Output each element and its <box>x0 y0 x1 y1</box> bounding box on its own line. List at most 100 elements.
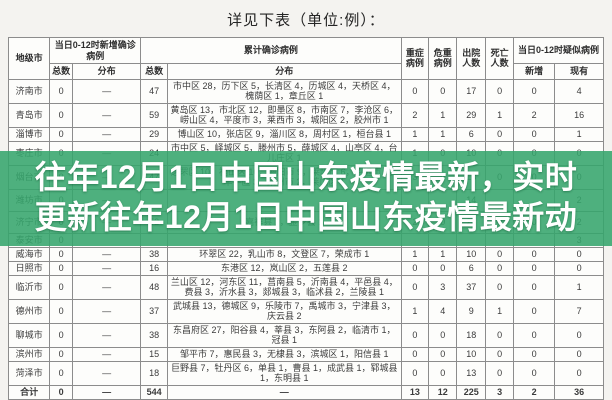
table-row-heze: 菏泽市 0—18 巨野县 7，牡丹区 6，单县 1，曹县 1，成武县 1，郓城县 1… <box>7 360 604 386</box>
cell-critical: 4 <box>428 298 458 324</box>
cell-critical: 1 <box>428 246 458 262</box>
cell-suspect-new: 0 <box>513 126 556 142</box>
cell-discharged: 6 <box>456 126 487 142</box>
cell-deaths: 3 <box>485 384 515 400</box>
col-header-new-group: 当日0-12时新增确诊病例 <box>49 37 142 64</box>
cell-discharged: 17 <box>456 78 487 104</box>
green-highlight-band <box>0 151 612 246</box>
cell-city: 聊城市 <box>7 322 51 348</box>
cell-cum-dist: 巨野县 7，牡丹区 6，单县 1，曹县 1，成武县 1，郓城县 1，东明县 1 <box>167 360 402 386</box>
cell-suspect-current: 1 <box>554 274 604 300</box>
cell-suspect-current: 4 <box>554 78 604 104</box>
cell-cum-total: 47 <box>140 78 169 104</box>
cell-new-dist: — <box>72 322 142 348</box>
cell-new-dist: — <box>72 78 142 104</box>
cell-severe: 0 <box>400 274 430 300</box>
cell-suspect-current: 36 <box>554 384 604 400</box>
cell-discharged: 6 <box>456 260 487 276</box>
cell-severe: 1 <box>400 246 430 262</box>
cell-city: 济南市 <box>7 78 51 104</box>
cell-discharged: 37 <box>456 274 487 300</box>
cell-severe: 2 <box>400 102 430 128</box>
cell-cum-dist: 环翠区 22，乳山市 8，文登区 7，荣成市 1 <box>167 246 402 262</box>
cell-cum-total: 48 <box>140 274 169 300</box>
cell-severe: 13 <box>400 384 430 400</box>
col-header-new-total: 总数 <box>49 63 74 80</box>
table-row-linyi: 临沂市 0—48 兰山区 12，河东区 11，莒南县 5，沂南县 4，平邑县 4，费… <box>7 274 604 300</box>
cell-critical: 12 <box>428 384 458 400</box>
cell-cum-dist: — <box>167 384 402 400</box>
col-header-city: 地级市 <box>7 37 51 80</box>
watermark-headline: 往年12月1日中国山东疫情最新，实时 更新往年12月1日中国山东疫情最新动 <box>0 157 612 237</box>
col-header-cum-total: 总数 <box>140 63 169 80</box>
cell-discharged: 13 <box>456 360 487 386</box>
cell-severe: 1 <box>400 126 430 142</box>
cell-suspect-new: 0 <box>513 360 556 386</box>
col-header-cum-group: 累计确诊病例 <box>140 37 402 64</box>
cell-suspect-current: 1 <box>554 126 604 142</box>
cell-cum-total: 544 <box>140 384 169 400</box>
table-row-jinan: 济南市 0 —47 市中区 28，历下区 5，长清区 4，历城区 4，天桥区 4，槐荫… <box>7 78 604 104</box>
table-row-binzhou: 滨州市 0—15 邹平市 7，惠民县 3，无棣县 3，滨城区 1，阳信县 1 0 0 10… <box>7 346 604 362</box>
cell-suspect-current: 0 <box>554 260 604 276</box>
cell-severe: 0 <box>400 346 430 362</box>
cell-new-dist: — <box>72 246 142 262</box>
cell-new-total: 0 <box>49 298 74 324</box>
cell-new-total: 0 <box>49 274 74 300</box>
cell-cum-total: 15 <box>140 346 169 362</box>
cell-discharged: 9 <box>456 298 487 324</box>
cell-city: 合计 <box>7 384 51 400</box>
table-row-total: 合计 0—544—13 12 225 3 2 36 <box>7 384 604 400</box>
cell-critical: 3 <box>428 274 458 300</box>
cell-city: 菏泽市 <box>7 360 51 386</box>
cell-severe: 0 <box>400 322 430 348</box>
col-header-new-dist: 分布 <box>72 63 142 80</box>
cell-suspect-current: 16 <box>554 102 604 128</box>
cell-discharged: 10 <box>456 346 487 362</box>
col-header-critical: 危重病例 <box>428 37 458 80</box>
cell-city: 德州市 <box>7 298 51 324</box>
cell-suspect-current: 7 <box>554 298 604 324</box>
cell-suspect-new: 2 <box>513 384 556 400</box>
table-header: 地级市 当日0-12时新增确诊病例 累计确诊病例 重症病例 危重病例 出院人数 … <box>7 37 604 80</box>
cell-new-total: 0 <box>49 384 74 400</box>
col-header-suspect-current: 现有 <box>554 63 604 80</box>
cell-new-total: 0 <box>49 102 74 128</box>
cell-deaths: 0 <box>485 260 515 276</box>
cell-cum-dist: 市中区 28，历下区 5，长清区 4，历城区 4，天桥区 4，槐荫区 1，章丘区… <box>167 78 402 104</box>
cell-discharged: 18 <box>456 322 487 348</box>
cell-cum-dist: 兰山区 12，河东区 11，莒南县 5，沂南县 4，平邑县 4，费县 3，沂水县… <box>167 274 402 300</box>
cell-cum-total: 38 <box>140 322 169 348</box>
cell-new-total: 0 <box>49 246 74 262</box>
col-header-severe: 重症病例 <box>400 37 430 80</box>
cell-cum-dist: 东昌府区 27，阳谷县 4，莘县 3，东阿县 2，临清市 1，冠县 1 <box>167 322 402 348</box>
cell-suspect-current: 0 <box>554 322 604 348</box>
cell-suspect-new: 2 <box>513 102 556 128</box>
cell-new-total: 0 <box>49 260 74 276</box>
cell-critical: 1 <box>428 126 458 142</box>
cell-cum-dist: 黄岛区 13，市北区 12，即墨区 8，市南区 7，李沧区 6，崂山区 4，平度… <box>167 102 402 128</box>
cell-new-dist: — <box>72 102 142 128</box>
cell-deaths: 0 <box>485 78 515 104</box>
cell-deaths: 0 <box>485 346 515 362</box>
cell-suspect-new: 0 <box>513 274 556 300</box>
cell-city: 日照市 <box>7 260 51 276</box>
cell-new-total: 0 <box>49 126 74 142</box>
cell-city: 威海市 <box>7 246 51 262</box>
cell-cum-total: 38 <box>140 246 169 262</box>
cell-deaths: 0 <box>485 360 515 386</box>
cell-cum-total: 16 <box>140 260 169 276</box>
cell-new-dist: — <box>72 346 142 362</box>
cell-deaths: 0 <box>485 126 515 142</box>
cell-city: 临沂市 <box>7 274 51 300</box>
cell-suspect-current: 0 <box>554 360 604 386</box>
cell-critical: 1 <box>428 102 458 128</box>
cell-cum-dist: 东港区 12，岚山区 2，五莲县 2 <box>167 260 402 276</box>
cell-severe: 0 <box>400 260 430 276</box>
cell-city: 滨州市 <box>7 346 51 362</box>
cell-suspect-new: 0 <box>513 246 556 262</box>
table-row-qingdao: 青岛市 0—59 黄岛区 13，市北区 12，即墨区 8，市南区 7，李沧区 6，崂… <box>7 102 604 128</box>
cell-new-dist: — <box>72 274 142 300</box>
